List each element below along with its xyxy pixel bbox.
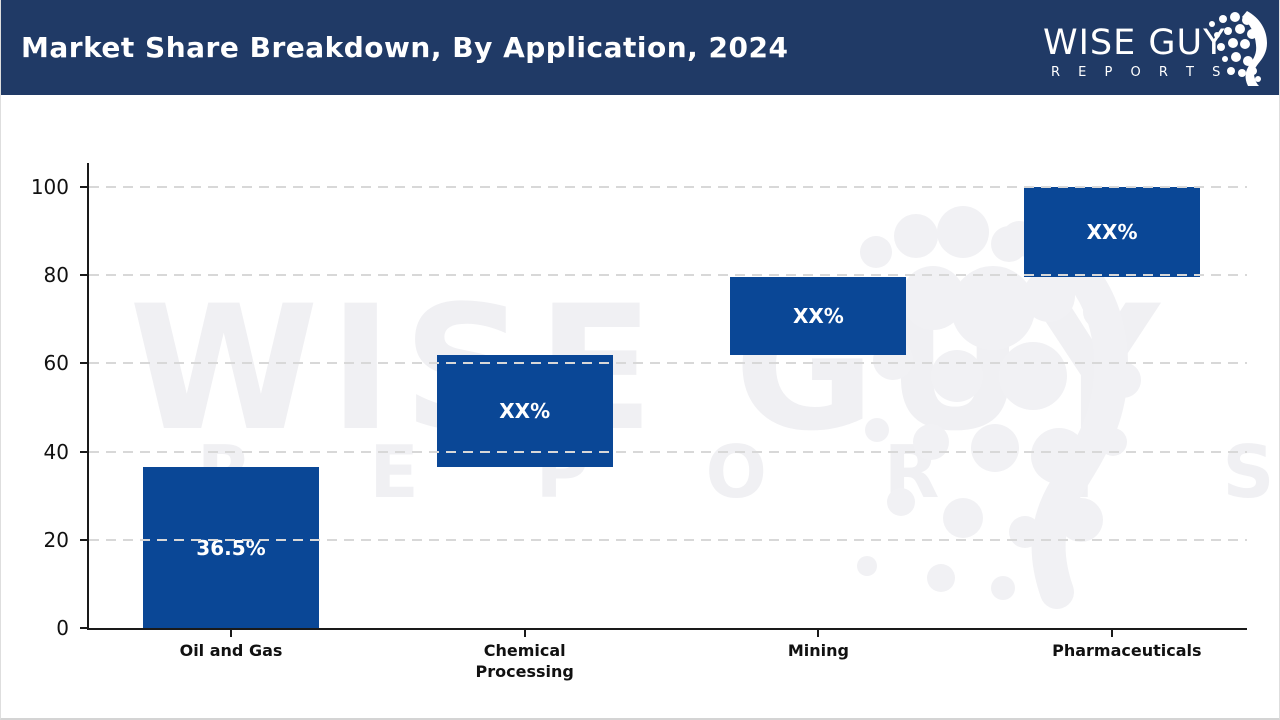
y-tick-label-40: 40 [43, 439, 69, 464]
y-tick-label-60: 60 [43, 351, 69, 376]
logo-face-profile-icon [1242, 11, 1267, 86]
x-tick [1111, 630, 1114, 637]
x-category-label-mining: Mining [787, 641, 849, 660]
x-tick [817, 630, 820, 637]
logo-wordmark: WISE GUY [1043, 23, 1226, 63]
y-tick-label-0: 0 [56, 616, 69, 640]
logo-reports-text: R E P O R T S [1051, 65, 1227, 80]
gridline-60 [89, 362, 1247, 365]
bar-oil-and-gas: 36.5% [143, 467, 319, 628]
x-tick [523, 630, 526, 637]
bar-value-label: XX% [499, 398, 551, 423]
header-bar: Market Share Breakdown, By Application, … [1, 0, 1279, 95]
y-tick-label-100: 100 [30, 175, 69, 199]
y-tick [80, 362, 87, 365]
bar-pharmaceuticals: XX% [1024, 187, 1201, 278]
gridline-20 [89, 538, 1247, 541]
bar-chemical-processing: XX% [436, 354, 613, 468]
y-axis-line [87, 163, 89, 630]
y-tick [80, 450, 87, 453]
bar-mining: XX% [730, 277, 907, 355]
chart-title: Market Share Breakdown, By Application, … [21, 31, 789, 64]
y-tick [80, 627, 87, 629]
y-tick-label-20: 20 [43, 527, 69, 552]
gridline-80 [89, 274, 1247, 277]
x-tick [230, 630, 232, 637]
gridline-40 [89, 450, 1247, 453]
x-category-label-oil-and-gas: Oil and Gas [179, 641, 283, 660]
bar-value-label: XX% [1086, 220, 1138, 245]
wiseguy-logo: WISE GUY R E P O R T S [1007, 8, 1269, 88]
x-category-label-pharmaceuticals: Pharmaceuticals [1052, 641, 1202, 660]
y-tick-label-80: 80 [43, 263, 69, 288]
y-tick [80, 274, 87, 277]
gridline-100 [89, 186, 1247, 188]
y-tick [80, 186, 87, 188]
x-axis-line [87, 628, 1247, 630]
y-tick [80, 538, 87, 541]
x-category-label-chemical-processing: Chemical Processing [475, 641, 574, 681]
bar-value-label: XX% [792, 303, 844, 328]
